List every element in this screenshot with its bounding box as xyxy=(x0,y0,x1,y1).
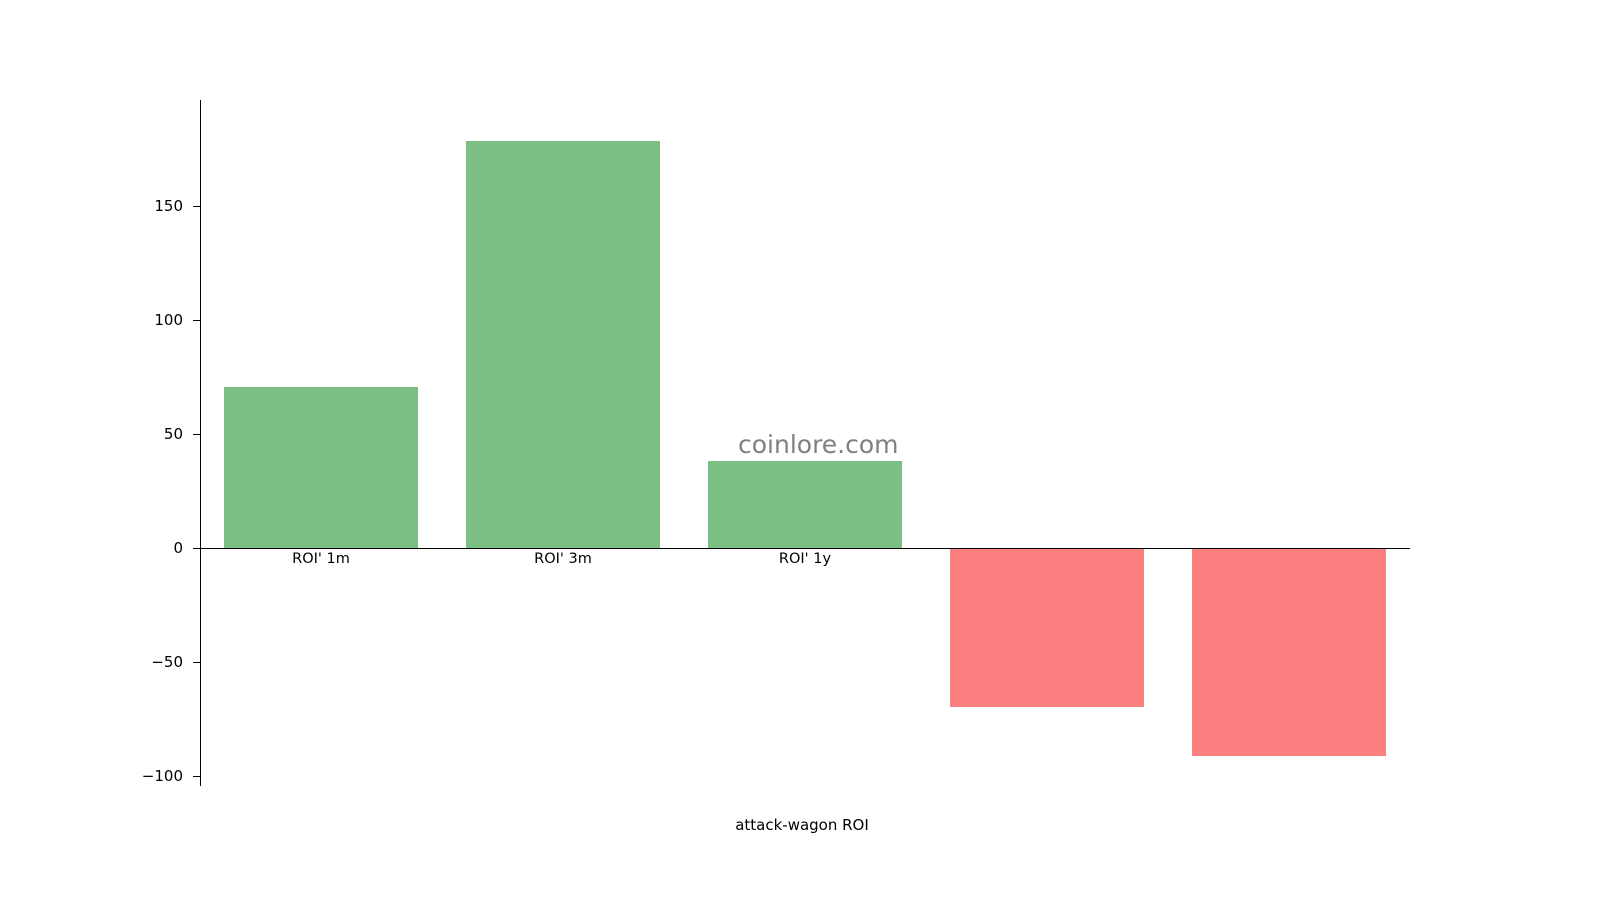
coinlore-watermark: coinlore.com xyxy=(738,430,899,459)
bar-negative-1[interactable] xyxy=(950,548,1144,707)
bar-roi-1y[interactable] xyxy=(708,460,902,548)
y-tick-label-100: 100 xyxy=(154,311,183,329)
bar-roi-1m[interactable] xyxy=(224,387,418,548)
x-tick-label-roi-1y: ROI' 1y xyxy=(778,551,832,567)
y-tick-mark-50 xyxy=(193,434,200,435)
x-tick-label-roi-1m: ROI' 1m xyxy=(292,551,350,567)
y-tick-mark-100 xyxy=(193,320,200,321)
y-tick-label-0: 0 xyxy=(173,539,183,557)
y-axis-spine xyxy=(200,100,201,786)
y-tick-label-neg100: −100 xyxy=(141,767,183,785)
x-axis-title: attack-wagon ROI xyxy=(0,816,1600,834)
y-tick-mark-neg100 xyxy=(193,776,200,777)
y-tick-label-50: 50 xyxy=(163,425,183,443)
y-tick-label-neg50: −50 xyxy=(151,653,183,671)
x-axis-zero-line xyxy=(200,548,1410,549)
x-axis-title-text: attack-wagon ROI xyxy=(735,816,869,834)
y-tick-mark-neg50 xyxy=(193,662,200,663)
bar-roi-3m[interactable] xyxy=(466,141,660,548)
y-tick-label-150: 150 xyxy=(154,197,183,215)
y-tick-mark-0 xyxy=(193,548,200,549)
y-tick-mark-150 xyxy=(193,206,200,207)
bar-negative-2[interactable] xyxy=(1192,548,1386,756)
x-tick-label-roi-3m: ROI' 3m xyxy=(534,551,592,567)
